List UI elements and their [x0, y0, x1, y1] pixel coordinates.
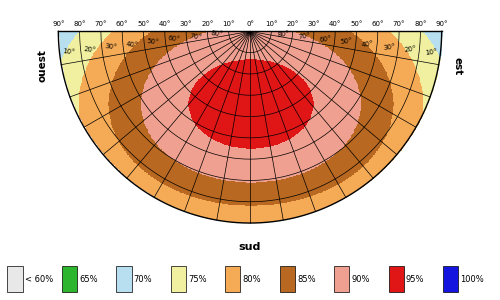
- Text: 0°: 0°: [246, 21, 254, 27]
- Text: 80°: 80°: [210, 30, 223, 38]
- Text: 40°: 40°: [126, 40, 138, 48]
- Text: 100%: 100%: [460, 274, 484, 284]
- Bar: [116, 266, 132, 292]
- Text: 10°: 10°: [62, 48, 75, 56]
- Text: est: est: [452, 57, 462, 75]
- Bar: [280, 266, 295, 292]
- Text: ouest: ouest: [38, 50, 48, 82]
- Text: 90°: 90°: [52, 21, 64, 27]
- Text: 80°: 80°: [74, 21, 86, 27]
- Bar: [334, 266, 349, 292]
- Text: 95%: 95%: [406, 274, 424, 284]
- Text: 75%: 75%: [188, 274, 207, 284]
- Text: 50°: 50°: [138, 21, 149, 27]
- Text: 30°: 30°: [104, 43, 118, 51]
- Text: 80%: 80%: [242, 274, 262, 284]
- Text: 90°: 90°: [436, 21, 448, 27]
- Text: 60°: 60°: [372, 21, 384, 27]
- Text: < 60%: < 60%: [25, 274, 53, 284]
- Bar: [388, 266, 404, 292]
- Text: 90%: 90%: [352, 274, 370, 284]
- Text: 40°: 40°: [158, 21, 171, 27]
- Bar: [443, 266, 458, 292]
- Bar: [8, 266, 22, 292]
- Text: 60°: 60°: [168, 35, 181, 43]
- Text: 40°: 40°: [362, 40, 374, 48]
- Text: 10°: 10°: [265, 21, 278, 27]
- Text: 60°: 60°: [319, 35, 332, 43]
- Bar: [225, 266, 240, 292]
- Text: 70°: 70°: [298, 33, 311, 40]
- Text: 70%: 70%: [134, 274, 152, 284]
- Text: 20°: 20°: [84, 46, 96, 53]
- Text: 20°: 20°: [286, 21, 299, 27]
- Text: 30°: 30°: [382, 43, 396, 51]
- Text: 20°: 20°: [404, 46, 416, 53]
- Text: 80°: 80°: [414, 21, 426, 27]
- Text: 70°: 70°: [94, 21, 107, 27]
- Text: 50°: 50°: [146, 38, 160, 46]
- Text: 65%: 65%: [80, 274, 98, 284]
- Text: 30°: 30°: [180, 21, 192, 27]
- Text: 50°: 50°: [340, 38, 353, 46]
- Bar: [171, 266, 186, 292]
- Text: 85%: 85%: [297, 274, 316, 284]
- Text: 10°: 10°: [425, 48, 438, 56]
- Text: sud: sud: [239, 242, 261, 252]
- Text: 40°: 40°: [329, 21, 342, 27]
- Text: 80°: 80°: [277, 30, 290, 38]
- Text: 30°: 30°: [308, 21, 320, 27]
- Text: 70°: 70°: [393, 21, 406, 27]
- Bar: [62, 266, 77, 292]
- Text: 20°: 20°: [201, 21, 213, 27]
- Text: 10°: 10°: [222, 21, 235, 27]
- Text: 70°: 70°: [189, 33, 202, 40]
- Text: 50°: 50°: [350, 21, 362, 27]
- Text: 60°: 60°: [116, 21, 128, 27]
